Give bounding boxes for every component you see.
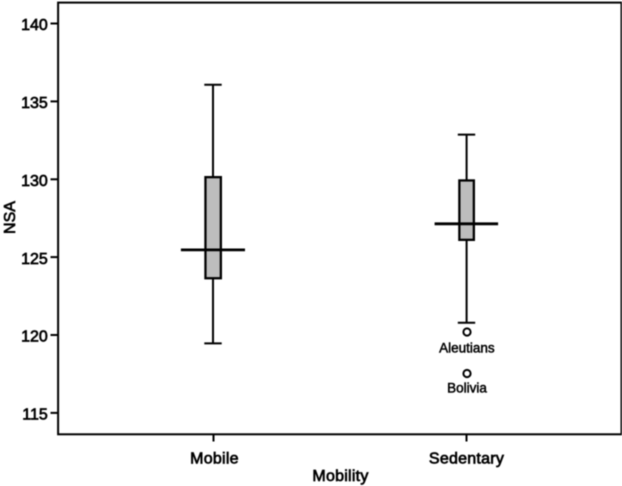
svg-text:Mobility: Mobility <box>312 468 368 485</box>
svg-text:115: 115 <box>22 407 48 424</box>
svg-text:140: 140 <box>21 17 48 34</box>
svg-text:Aleutians: Aleutians <box>439 341 495 356</box>
svg-text:Mobile: Mobile <box>190 450 239 467</box>
svg-text:Sedentary: Sedentary <box>429 450 504 467</box>
svg-text:120: 120 <box>21 329 48 346</box>
svg-text:NSA: NSA <box>2 201 19 234</box>
svg-text:125: 125 <box>21 251 48 268</box>
svg-text:135: 135 <box>21 95 48 112</box>
svg-text:130: 130 <box>21 173 48 190</box>
svg-text:Bolivia: Bolivia <box>447 381 487 396</box>
